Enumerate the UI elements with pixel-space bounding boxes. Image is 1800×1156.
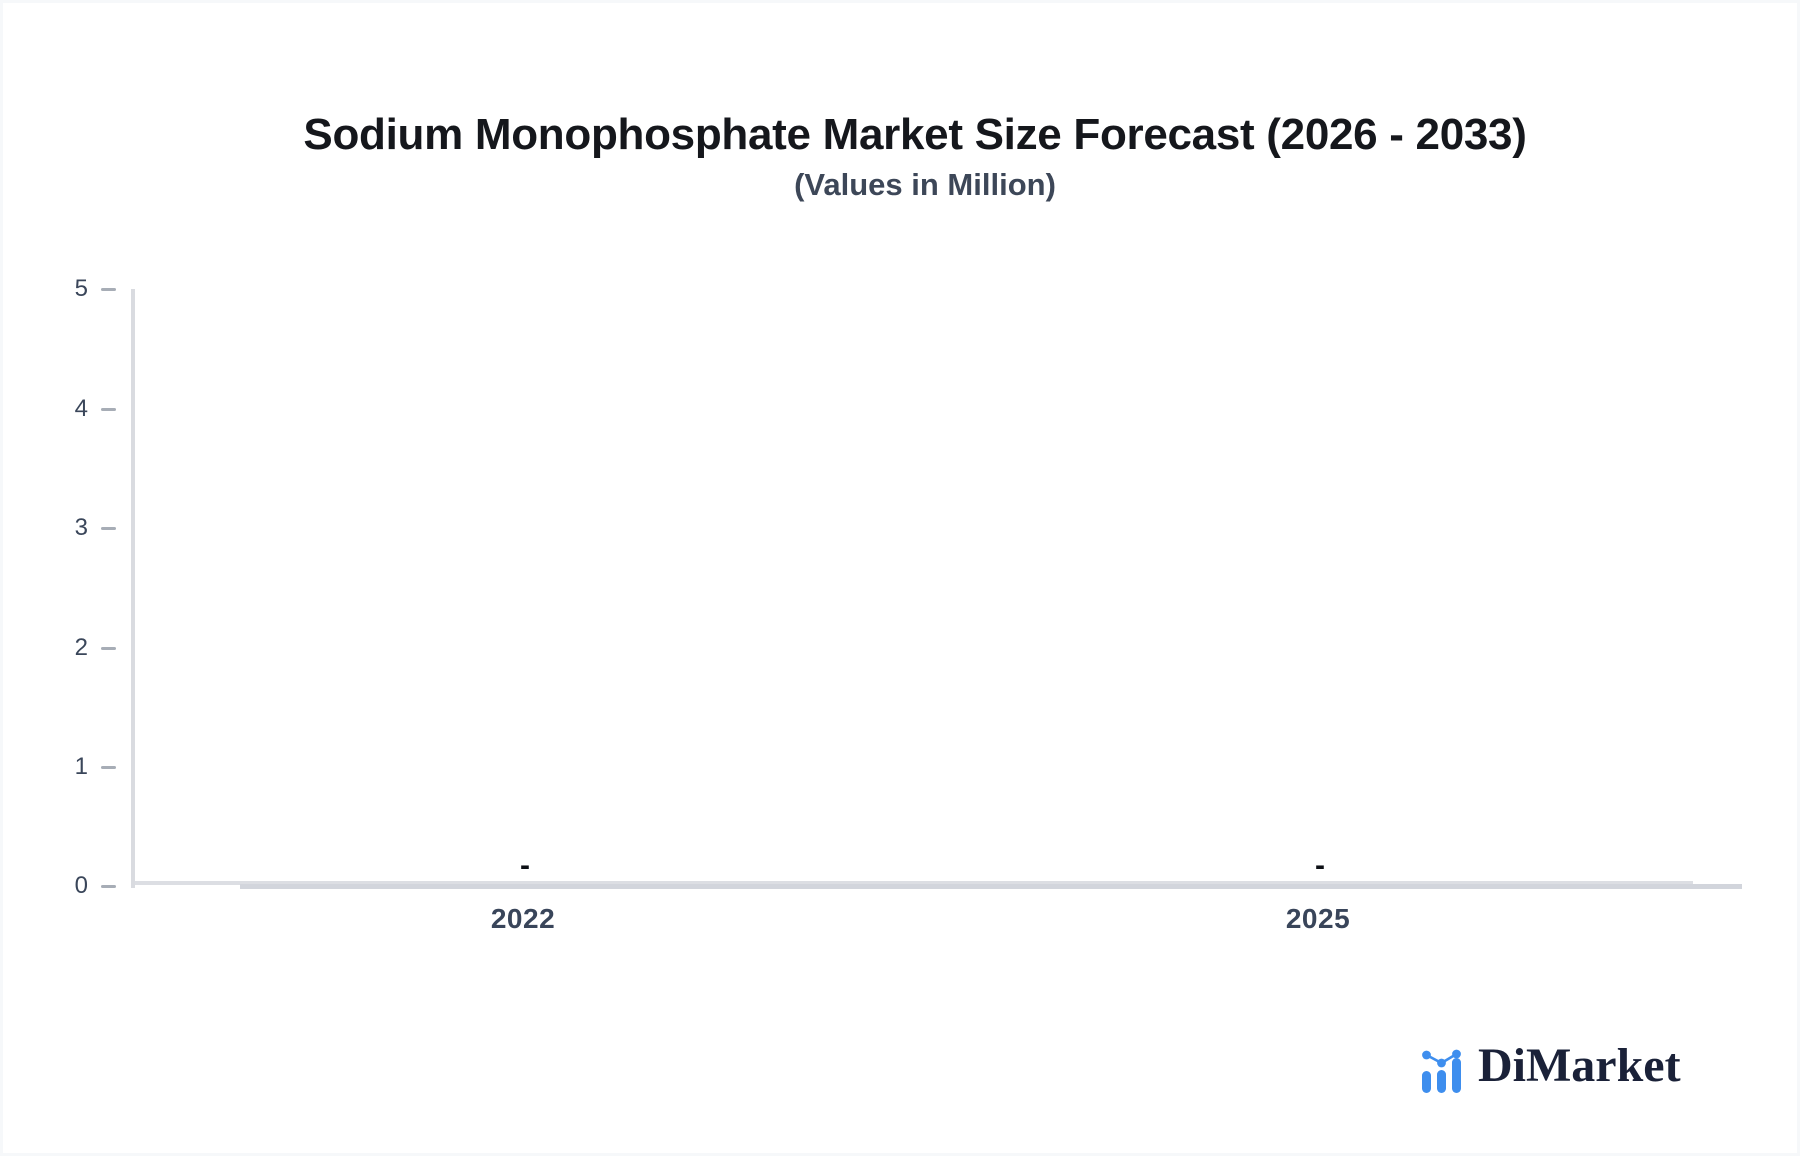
bar-value-label: - xyxy=(520,849,530,882)
x-axis-line xyxy=(135,881,1693,885)
y-tick-mark xyxy=(101,766,116,769)
x-axis-label: 2022 xyxy=(490,903,556,934)
x-axis-label: 2025 xyxy=(1285,903,1351,934)
y-axis-label: 5 xyxy=(74,275,88,302)
y-axis-line xyxy=(131,289,135,888)
y-axis-label: 3 xyxy=(74,514,88,541)
y-tick-mark xyxy=(101,527,116,530)
y-axis-label: 0 xyxy=(74,872,88,899)
chart-title: Sodium Monophosphate Market Size Forecas… xyxy=(303,110,1527,159)
y-tick-mark xyxy=(101,885,116,888)
y-axis-label: 2 xyxy=(74,634,88,661)
y-tick-mark xyxy=(101,408,116,411)
x-axis-line xyxy=(240,884,1742,889)
brand-logo: DiMarket xyxy=(1418,1040,1681,1098)
bar-value-label: - xyxy=(1315,849,1325,882)
y-tick-mark xyxy=(101,647,116,650)
logo-text: DiMarket xyxy=(1478,1039,1681,1092)
y-tick-mark xyxy=(101,288,116,291)
y-axis-label: 4 xyxy=(74,395,88,422)
chart-subtitle: (Values in Million) xyxy=(794,167,1056,202)
bar-line-chart-icon xyxy=(1422,1049,1461,1093)
y-axis-label: 1 xyxy=(74,753,88,780)
